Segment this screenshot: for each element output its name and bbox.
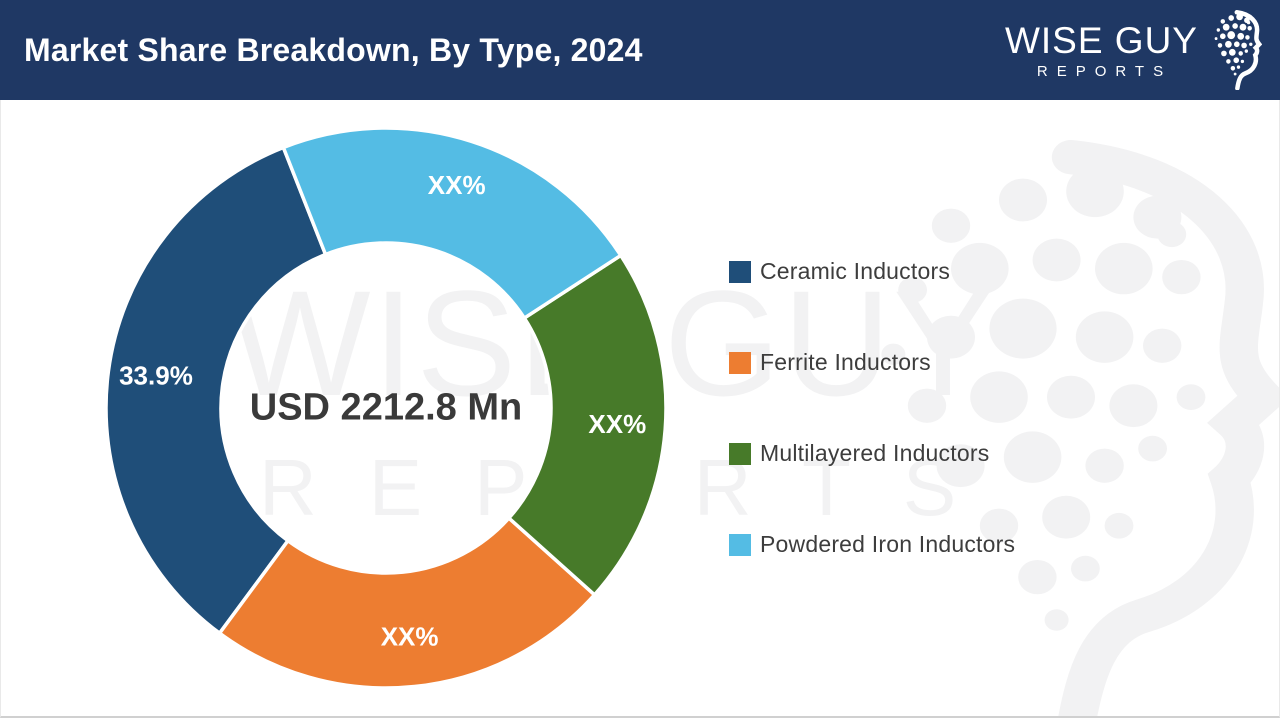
donut-segment-3: [281, 126, 623, 320]
donut-chart: 33.9% XX% XX% XX%: [104, 126, 668, 690]
brand-logo: WISE GUY REPORTS: [1005, 10, 1262, 90]
donut-center-value: USD 2212.8 Mn: [249, 386, 523, 429]
donut-segment-0: [104, 145, 328, 635]
segment-label-3: XX%: [428, 170, 486, 200]
legend-label: Ceramic Inductors: [760, 258, 951, 284]
legend-swatch-ceramic: [729, 260, 751, 283]
legend-label: Ferrite Inductors: [760, 349, 931, 375]
legend-item-powdered-iron-inductors: Powdered Iron Inductors: [729, 529, 1015, 560]
brand-logo-text: WISE GUY REPORTS: [1005, 22, 1198, 79]
legend-item-ceramic-inductors: Ceramic Inductors: [729, 256, 1015, 287]
segment-label-2: XX%: [588, 409, 646, 439]
donut-segment-2: [507, 253, 668, 597]
brand-subtitle: REPORTS: [1036, 62, 1173, 80]
legend-swatch-powdered-iron: [729, 533, 751, 556]
segment-label-0: 33.9%: [119, 361, 193, 391]
legend-item-multilayered-inductors: Multilayered Inductors: [729, 438, 1015, 469]
chart-area: WISE GUY REPORTS 33.9%XX%XX%XX% USD 2212…: [0, 100, 1280, 718]
donut-segment-1: [217, 516, 597, 690]
legend-label: Powdered Iron Inductors: [760, 531, 1016, 557]
legend-item-ferrite-inductors: Ferrite Inductors: [729, 347, 1015, 378]
segment-label-1: XX%: [381, 622, 439, 652]
brand-name: WISE GUY: [1004, 19, 1198, 61]
legend-swatch-ferrite: [729, 351, 751, 374]
legend: Ceramic Inductors Ferrite Inductors Mult…: [729, 256, 1015, 560]
brand-face-icon: [1206, 10, 1262, 90]
header-bar: Market Share Breakdown, By Type, 2024 WI…: [0, 0, 1280, 100]
page-title: Market Share Breakdown, By Type, 2024: [24, 31, 643, 68]
legend-label: Multilayered Inductors: [760, 440, 990, 466]
legend-swatch-multilayered: [729, 442, 751, 465]
